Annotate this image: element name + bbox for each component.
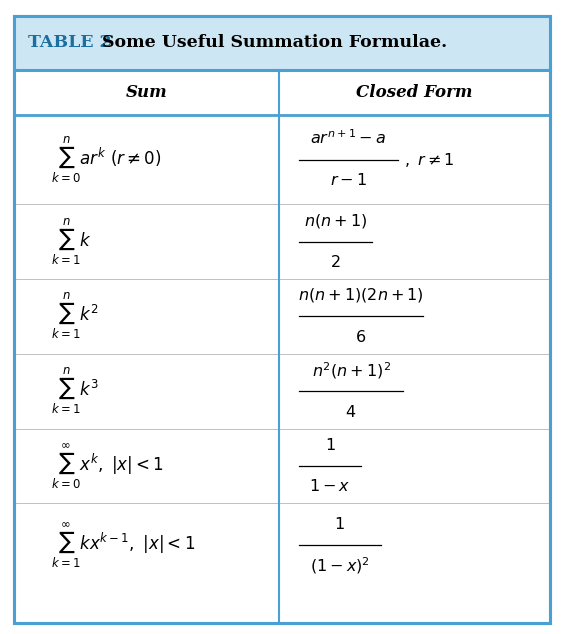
Text: $r - 1$: $r - 1$ [330, 172, 367, 189]
Text: $\sum_{k=1}^{\infty} kx^{k-1}, \ |x| < 1$: $\sum_{k=1}^{\infty} kx^{k-1}, \ |x| < 1… [51, 521, 195, 569]
Text: $\sum_{k=1}^{n} k^2$: $\sum_{k=1}^{n} k^2$ [51, 292, 99, 341]
Text: $2$: $2$ [331, 254, 341, 271]
Text: $n^2(n + 1)^2$: $n^2(n + 1)^2$ [311, 360, 391, 380]
Text: $,\ r \neq 1$: $,\ r \neq 1$ [404, 151, 455, 169]
Text: $ar^{n+1} - a$: $ar^{n+1} - a$ [310, 129, 386, 148]
Text: Some Useful Summation Formulae.: Some Useful Summation Formulae. [102, 34, 447, 51]
Text: $n(n + 1)$: $n(n + 1)$ [304, 212, 367, 230]
Text: $6$: $6$ [355, 329, 367, 346]
Text: TABLE 2: TABLE 2 [28, 34, 112, 51]
Text: Closed Form: Closed Form [356, 84, 473, 101]
FancyBboxPatch shape [14, 16, 550, 623]
Text: Sum: Sum [126, 84, 168, 101]
Text: $\sum_{k=1}^{n} k^3$: $\sum_{k=1}^{n} k^3$ [51, 366, 99, 416]
Text: $1 - x$: $1 - x$ [309, 479, 351, 495]
FancyBboxPatch shape [14, 16, 550, 70]
Text: $n(n + 1)(2n + 1)$: $n(n + 1)(2n + 1)$ [298, 287, 424, 304]
Text: $(1 - x)^2$: $(1 - x)^2$ [310, 555, 370, 576]
Text: $\sum_{k=1}^{n} k$: $\sum_{k=1}^{n} k$ [51, 217, 91, 266]
Text: $1$: $1$ [334, 515, 345, 533]
Text: $\sum_{k=0}^{n} ar^k \ (r \neq 0)$: $\sum_{k=0}^{n} ar^k \ (r \neq 0)$ [51, 135, 161, 184]
Text: $1$: $1$ [324, 437, 336, 453]
Text: $4$: $4$ [346, 404, 356, 420]
Text: $\sum_{k=0}^{\infty} x^k, \ |x| < 1$: $\sum_{k=0}^{\infty} x^k, \ |x| < 1$ [51, 441, 164, 491]
